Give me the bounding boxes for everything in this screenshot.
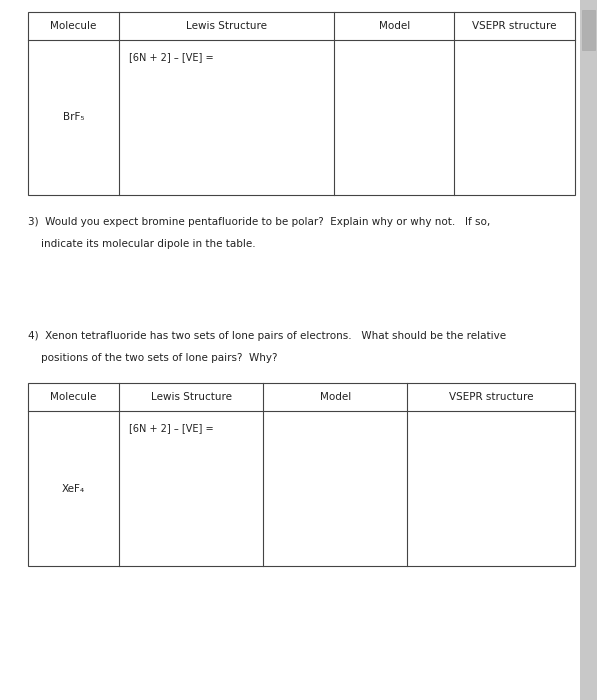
Text: Model: Model (378, 21, 410, 31)
Text: BrF₅: BrF₅ (63, 113, 84, 122)
Text: Molecule: Molecule (50, 392, 97, 402)
Text: [6N + 2] – [VE] =: [6N + 2] – [VE] = (129, 52, 214, 62)
Text: [6N + 2] – [VE] =: [6N + 2] – [VE] = (129, 423, 214, 433)
Text: VSEPR structure: VSEPR structure (449, 392, 534, 402)
Text: Model: Model (320, 392, 351, 402)
Bar (582, 10, 595, 50)
Bar (580, 0, 597, 700)
Text: VSEPR structure: VSEPR structure (472, 21, 557, 31)
Text: Lewis Structure: Lewis Structure (150, 392, 232, 402)
Text: Molecule: Molecule (50, 21, 97, 31)
Text: XeF₄: XeF₄ (62, 484, 85, 494)
Text: 4)  Xenon tetrafluoride has two sets of lone pairs of electrons.   What should b: 4) Xenon tetrafluoride has two sets of l… (28, 331, 506, 341)
Text: 3)  Would you expect bromine pentafluoride to be polar?  Explain why or why not.: 3) Would you expect bromine pentafluorid… (28, 217, 490, 227)
Text: positions of the two sets of lone pairs?  Why?: positions of the two sets of lone pairs?… (28, 353, 278, 363)
Text: Lewis Structure: Lewis Structure (186, 21, 267, 31)
Bar (28, 12, 575, 195)
Text: indicate its molecular dipole in the table.: indicate its molecular dipole in the tab… (28, 239, 256, 249)
Bar (28, 383, 575, 566)
